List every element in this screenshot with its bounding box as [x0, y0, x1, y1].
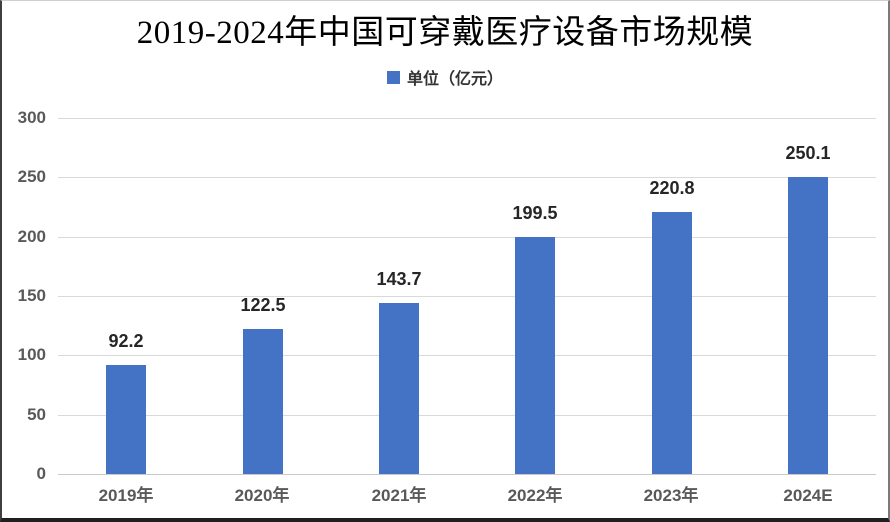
y-axis-tick-label: 300 [17, 108, 46, 127]
gridline [58, 237, 876, 238]
gridline [58, 118, 876, 119]
bar-2020年 [243, 329, 283, 474]
x-axis-label: 2024E [783, 486, 833, 505]
chart-title: 2019-2024年中国可穿戴医疗设备市场规模 [136, 15, 754, 51]
y-axis-tick-label: 50 [27, 405, 46, 424]
legend-marker-icon [386, 70, 400, 84]
bar-value-label: 220.8 [649, 178, 695, 198]
gridline [58, 177, 876, 178]
bar-2021年 [379, 303, 419, 474]
y-axis-tick-label: 200 [17, 227, 46, 246]
bar-2019年 [106, 365, 146, 474]
y-axis-tick-label: 100 [17, 345, 46, 364]
x-axis-label: 2021年 [371, 486, 427, 505]
bar-value-label: 143.7 [376, 269, 422, 289]
x-axis-label: 2023年 [643, 486, 699, 505]
y-axis-tick-label: 0 [36, 464, 46, 483]
legend: 单位（亿元） [2, 65, 888, 89]
gridline [58, 474, 876, 475]
bar-value-label: 122.5 [240, 295, 286, 315]
bar-value-label: 199.5 [512, 203, 558, 223]
x-axis-label: 2019年 [98, 486, 154, 505]
legend-label: 单位（亿元） [406, 71, 503, 88]
bar-value-label: 250.1 [785, 143, 831, 163]
bar-value-label: 92.2 [108, 331, 144, 351]
y-axis-tick-label: 150 [17, 286, 46, 305]
y-axis-tick-label: 250 [17, 167, 46, 186]
x-axis-label: 2020年 [234, 486, 290, 505]
gridline [58, 355, 876, 356]
gridline [58, 296, 876, 297]
x-axis-label: 2022年 [507, 486, 563, 505]
gridline [58, 415, 876, 416]
bar-2024E [788, 177, 828, 474]
bar-2022年 [515, 237, 555, 474]
bar-2023年 [652, 212, 692, 474]
